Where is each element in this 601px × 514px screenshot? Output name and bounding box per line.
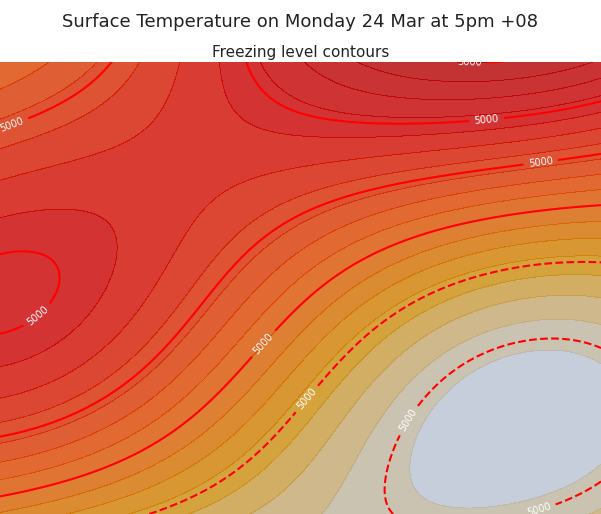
Text: 5000: 5000 — [397, 407, 419, 433]
Text: 5000: 5000 — [526, 502, 552, 514]
Text: Freezing level contours: Freezing level contours — [212, 45, 389, 60]
Text: Surface Temperature on Monday 24 Mar at 5pm +08: Surface Temperature on Monday 24 Mar at … — [63, 12, 538, 31]
Text: 5000: 5000 — [528, 156, 554, 169]
Text: 5000: 5000 — [474, 114, 499, 126]
Text: 5000: 5000 — [457, 57, 483, 68]
Text: 5000: 5000 — [0, 116, 25, 134]
Text: 5000: 5000 — [252, 331, 275, 356]
Text: 5000: 5000 — [295, 387, 319, 412]
Text: 5000: 5000 — [25, 304, 50, 327]
